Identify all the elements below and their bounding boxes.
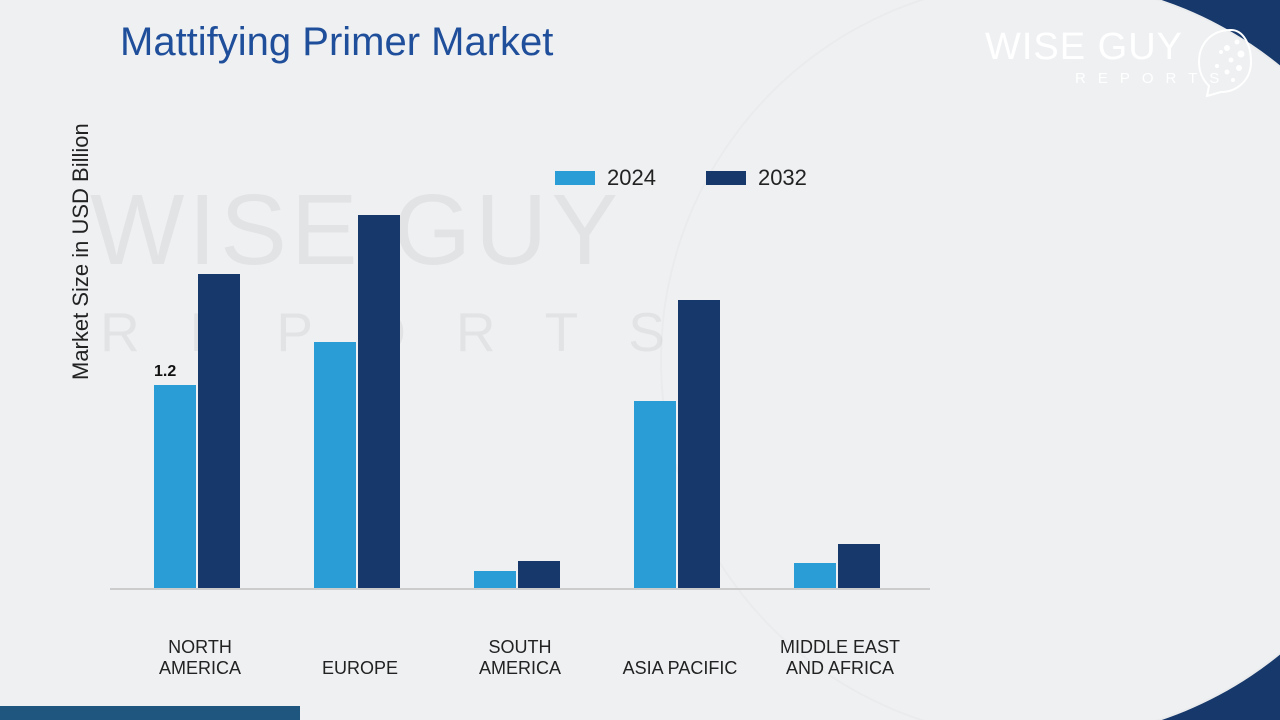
- legend-swatch-2032: [706, 171, 746, 185]
- page-root: WISE GUY REPORTS WISE GUY REPORTS Mattif…: [0, 0, 1280, 720]
- bar-2024: [474, 571, 516, 588]
- legend-label-2024: 2024: [607, 165, 656, 191]
- bottom-accent-bar: [0, 706, 300, 720]
- legend: 2024 2032: [555, 165, 807, 191]
- bar-2032: [838, 544, 880, 588]
- x-axis-baseline: [110, 588, 930, 590]
- legend-swatch-2024: [555, 171, 595, 185]
- brand-logo: WISE GUY REPORTS: [985, 28, 1255, 87]
- bar-chart: 1.2NORTH AMERICAEUROPESOUTH AMERICAASIA …: [110, 200, 930, 590]
- category-label: MIDDLE EAST AND AFRICA: [775, 637, 905, 680]
- category-label: SOUTH AMERICA: [455, 637, 585, 680]
- bar-2032: [518, 561, 560, 588]
- bar-2024: [634, 401, 676, 588]
- legend-label-2032: 2032: [758, 165, 807, 191]
- bar-2032: [198, 274, 240, 588]
- bar-2024: [154, 385, 196, 588]
- category-label: ASIA PACIFIC: [615, 658, 745, 680]
- bar-2024: [794, 563, 836, 588]
- bar-2032: [358, 215, 400, 588]
- brand-head-icon: [1181, 22, 1261, 102]
- bar-2024: [314, 342, 356, 588]
- chart-title: Mattifying Primer Market: [120, 20, 553, 65]
- bar-value-label: 1.2: [154, 363, 176, 381]
- y-axis-label: Market Size in USD Billion: [68, 123, 94, 380]
- legend-item-2032: 2032: [706, 165, 807, 191]
- legend-item-2024: 2024: [555, 165, 656, 191]
- bar-2032: [678, 300, 720, 588]
- category-label: NORTH AMERICA: [135, 637, 265, 680]
- category-label: EUROPE: [295, 658, 425, 680]
